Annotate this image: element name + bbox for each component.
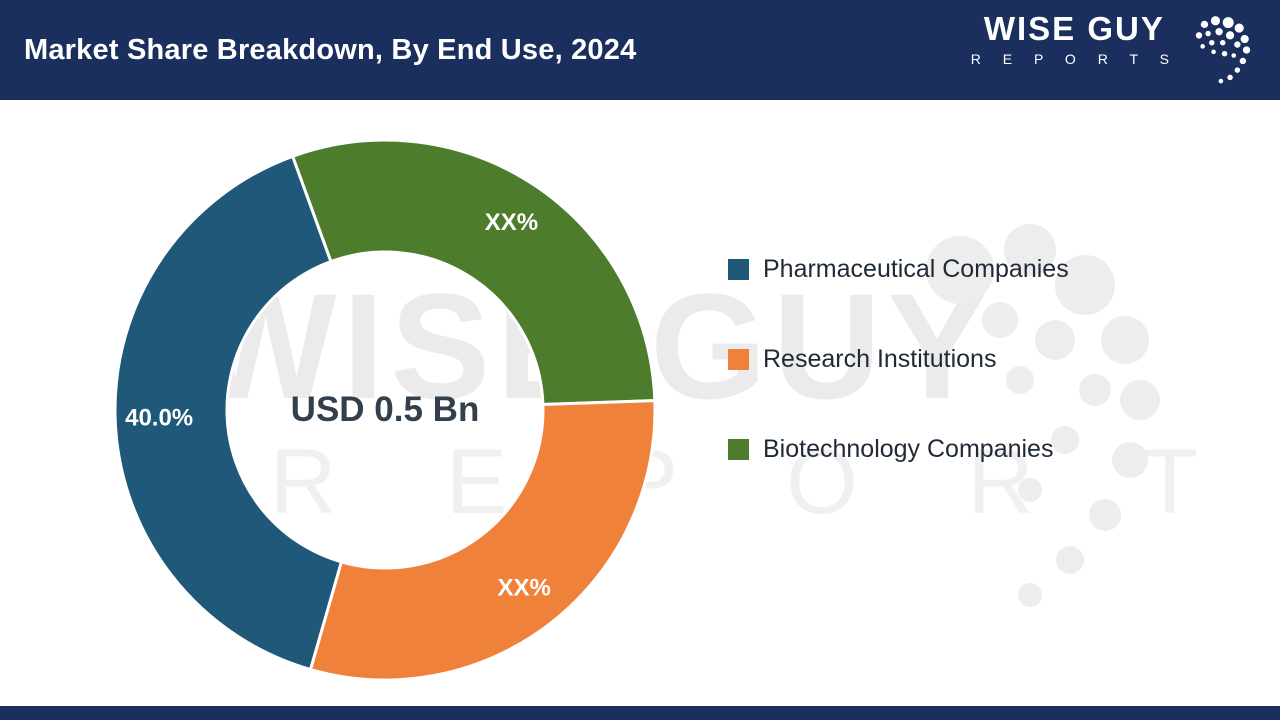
watermark-head-graphic (926, 224, 1160, 607)
brand-logo-text: WISE GUY R E P O R T S (970, 10, 1178, 67)
footer-bar (0, 706, 1280, 720)
brand-subtitle: R E P O R T S (970, 50, 1178, 67)
donut-segment-pharmaceutical-companies (113, 154, 343, 672)
legend-swatch-research (728, 348, 749, 370)
segment-percentage-label: XX% (497, 575, 550, 602)
donut-center-value: USD 0.5 Bn (290, 390, 480, 429)
chart-area: WISE GUY R E P O R T S 40.0%XX%XX% USD 0… (0, 100, 1280, 706)
legend-swatch-biotechnology (728, 438, 749, 460)
chart-legend: Pharmaceutical Companies Research Instit… (728, 252, 1069, 466)
donut-segment-research-institutions (309, 399, 657, 682)
legend-swatch-pharmaceutical (728, 258, 749, 280)
legend-item-research-institutions: Research Institutions (728, 342, 1069, 376)
legend-item-biotechnology-companies: Biotechnology Companies (728, 432, 1069, 466)
segment-percentage-label: XX% (485, 209, 538, 236)
header-bar: Market Share Breakdown, By End Use, 2024… (0, 0, 1280, 100)
legend-label: Biotechnology Companies (763, 434, 1054, 463)
segment-percentage-label: 40.0% (125, 404, 193, 431)
donut-segment-biotechnology-companies (291, 138, 657, 406)
brand-name: WISE GUY (983, 10, 1165, 47)
legend-label: Research Institutions (763, 344, 997, 373)
donut-chart: 40.0% XX% XX% (113, 138, 657, 682)
brand-logo: WISE GUY R E P O R T S (970, 10, 1252, 88)
page-title: Market Share Breakdown, By End Use, 2024 (24, 33, 637, 66)
legend-item-pharmaceutical-companies: Pharmaceutical Companies (728, 252, 1069, 286)
brand-head-dots-icon (1195, 16, 1251, 84)
legend-label: Pharmaceutical Companies (763, 254, 1069, 283)
